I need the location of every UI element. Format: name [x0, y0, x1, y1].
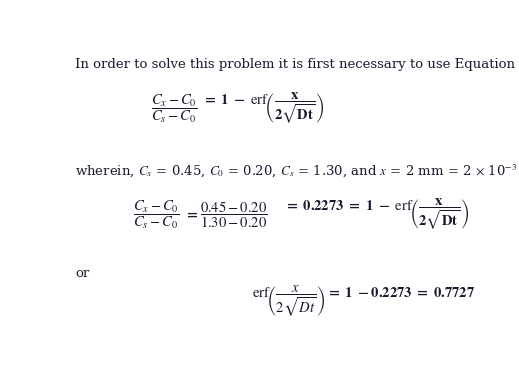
Text: $\mathbf{= \ 1 \ - \ \mathrm{erf}\!\left(\dfrac{x}{2\sqrt{Dt}}\right)}$: $\mathbf{= \ 1 \ - \ \mathrm{erf}\!\left…	[201, 91, 324, 126]
Text: In order to solve this problem it is first necessary to use Equation: In order to solve this problem it is fir…	[75, 58, 515, 71]
Text: or: or	[75, 267, 89, 280]
Text: $\dfrac{C_x - C_0}{C_s - C_0}$: $\dfrac{C_x - C_0}{C_s - C_0}$	[133, 198, 180, 231]
Text: $\dfrac{0.45 - 0.20}{1.30 - 0.20}$: $\dfrac{0.45 - 0.20}{1.30 - 0.20}$	[200, 199, 267, 230]
Text: wherein, $C_x$ = 0.45, $C_0$ = 0.20, $C_s$ = 1.30, and $x$ = 2 mm = 2 $\times$ 1: wherein, $C_x$ = 0.45, $C_0$ = 0.20, $C_…	[75, 162, 519, 179]
Text: $\dfrac{C_x - C_0}{C_s - C_0}$: $\dfrac{C_x - C_0}{C_s - C_0}$	[151, 92, 198, 125]
Text: $\mathbf{= \ 0.2273 \ = \ 1 \ - \ \mathrm{erf}\!\left(\dfrac{x}{2\sqrt{Dt}}\righ: $\mathbf{= \ 0.2273 \ = \ 1 \ - \ \mathr…	[284, 197, 469, 232]
Text: $\mathrm{erf}\!\left(\dfrac{x}{2\sqrt{Dt}}\right)\mathbf{= \ 1 \ -0.2273 \ = \ 0: $\mathrm{erf}\!\left(\dfrac{x}{2\sqrt{Dt…	[252, 284, 475, 319]
Text: $\mathbf{=}$: $\mathbf{=}$	[184, 208, 198, 221]
